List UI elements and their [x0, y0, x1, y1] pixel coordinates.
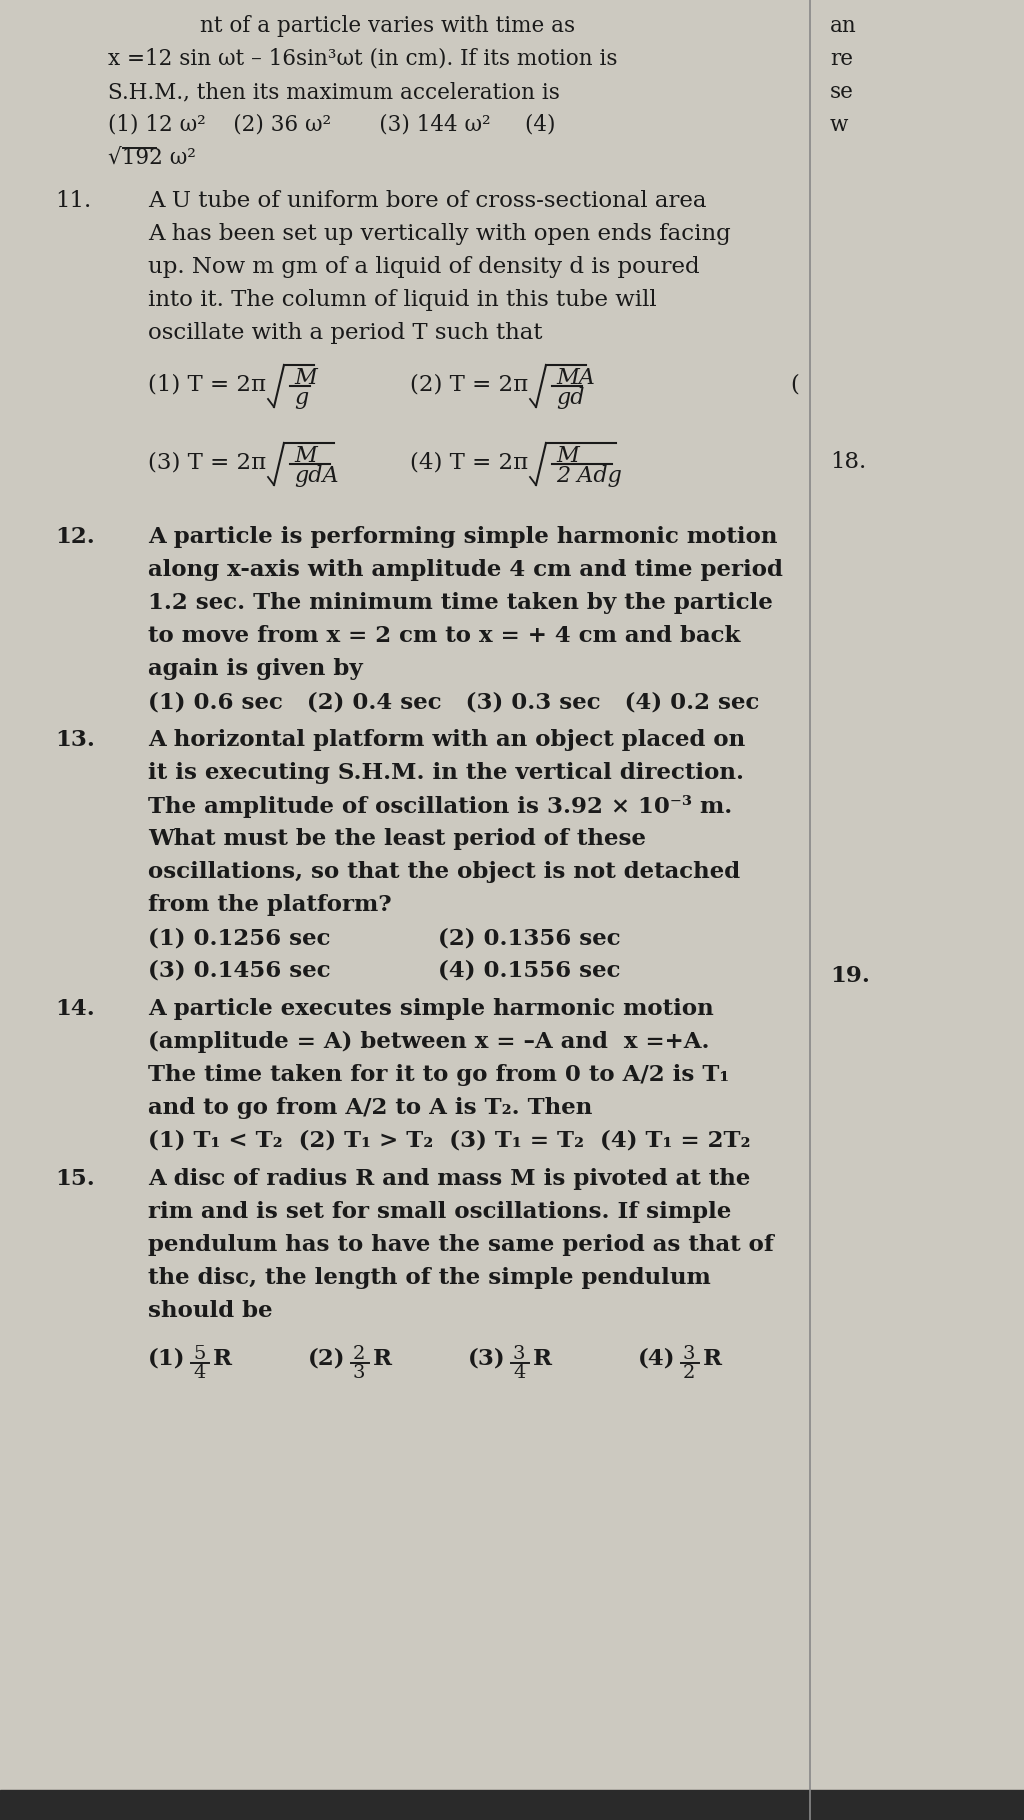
Text: S.H.M., then its maximum acceleration is: S.H.M., then its maximum acceleration is [108, 82, 560, 104]
Text: 12.: 12. [55, 526, 95, 548]
Text: 11.: 11. [55, 189, 91, 211]
Text: What must be the least period of these: What must be the least period of these [148, 828, 646, 850]
Text: se: se [830, 82, 854, 104]
Text: R: R [213, 1349, 232, 1370]
Text: A horizontal platform with an object placed on: A horizontal platform with an object pla… [148, 730, 745, 752]
Text: (2) 0.1356 sec: (2) 0.1356 sec [438, 926, 621, 948]
Text: (1) T = 2π: (1) T = 2π [148, 373, 266, 395]
Text: 1.2 sec. The minimum time taken by the particle: 1.2 sec. The minimum time taken by the p… [148, 592, 773, 613]
Text: into it. The column of liquid in this tube will: into it. The column of liquid in this tu… [148, 289, 656, 311]
Text: 3: 3 [683, 1345, 695, 1363]
Text: pendulum has to have the same period as that of: pendulum has to have the same period as … [148, 1234, 774, 1256]
Text: along x-axis with amplitude 4 cm and time period: along x-axis with amplitude 4 cm and tim… [148, 559, 783, 581]
Text: A disc of radius R and mass M is pivoted at the: A disc of radius R and mass M is pivoted… [148, 1168, 751, 1190]
Text: again is given by: again is given by [148, 659, 362, 681]
Text: A particle executes simple harmonic motion: A particle executes simple harmonic moti… [148, 997, 714, 1019]
Text: (amplitude = A) between x = –A and  x =+A.: (amplitude = A) between x = –A and x =+A… [148, 1030, 710, 1054]
Text: M: M [556, 446, 579, 468]
Text: A U tube of uniform bore of cross-sectional area: A U tube of uniform bore of cross-sectio… [148, 189, 707, 211]
Text: oscillations, so that the object is not detached: oscillations, so that the object is not … [148, 861, 740, 883]
Text: (2): (2) [308, 1349, 345, 1370]
Text: (1): (1) [148, 1349, 185, 1370]
Bar [0, 1791, 1024, 1820]
Text: 14.: 14. [55, 997, 95, 1019]
Text: (1) 12 ω²    (2) 36 ω²       (3) 144 ω²     (4): (1) 12 ω² (2) 36 ω² (3) 144 ω² (4) [108, 115, 555, 136]
Text: 4: 4 [513, 1363, 525, 1381]
Text: rim and is set for small oscillations. If simple: rim and is set for small oscillations. I… [148, 1201, 731, 1223]
Text: 2: 2 [353, 1345, 366, 1363]
Text: (1) 0.6 sec   (2) 0.4 sec   (3) 0.3 sec   (4) 0.2 sec: (1) 0.6 sec (2) 0.4 sec (3) 0.3 sec (4) … [148, 692, 760, 713]
Text: the disc, the length of the simple pendulum: the disc, the length of the simple pendu… [148, 1267, 711, 1289]
Text: 19.: 19. [830, 965, 869, 986]
Text: 18.: 18. [830, 451, 866, 473]
Text: 13.: 13. [55, 730, 95, 752]
Text: (1) 0.1256 sec: (1) 0.1256 sec [148, 926, 331, 948]
Text: g: g [294, 388, 308, 410]
Text: from the platform?: from the platform? [148, 894, 391, 915]
Text: R: R [703, 1349, 722, 1370]
Text: R: R [534, 1349, 552, 1370]
Text: 5: 5 [193, 1345, 206, 1363]
Text: should be: should be [148, 1299, 272, 1321]
Text: (3): (3) [468, 1349, 506, 1370]
Text: A has been set up vertically with open ends facing: A has been set up vertically with open e… [148, 224, 731, 246]
Text: R: R [373, 1349, 392, 1370]
Text: (2) T = 2π: (2) T = 2π [410, 373, 528, 395]
Text: 4: 4 [193, 1363, 206, 1381]
Text: 3: 3 [353, 1363, 366, 1381]
Text: (: ( [790, 373, 799, 395]
Text: 15.: 15. [55, 1168, 95, 1190]
Text: gd: gd [556, 388, 585, 410]
Text: 3: 3 [513, 1345, 525, 1363]
Text: x =12 sin ωt – 16sin³ωt (in cm). If its motion is: x =12 sin ωt – 16sin³ωt (in cm). If its … [108, 47, 617, 69]
Text: to move from x = 2 cm to x = + 4 cm and back: to move from x = 2 cm to x = + 4 cm and … [148, 624, 740, 646]
Text: √192 ω²: √192 ω² [108, 147, 196, 169]
Text: MA: MA [556, 368, 595, 389]
Text: (1) T₁ < T₂  (2) T₁ > T₂  (3) T₁ = T₂  (4) T₁ = 2T₂: (1) T₁ < T₂ (2) T₁ > T₂ (3) T₁ = T₂ (4) … [148, 1130, 751, 1152]
Text: gdA: gdA [294, 464, 339, 488]
Text: 2: 2 [683, 1363, 695, 1381]
Text: an: an [830, 15, 857, 36]
Text: up. Now m gm of a liquid of density d is poured: up. Now m gm of a liquid of density d is… [148, 257, 699, 278]
Text: nt of a particle varies with time as: nt of a particle varies with time as [200, 15, 575, 36]
Text: w: w [830, 115, 848, 136]
Text: The time taken for it to go from 0 to A/2 is T₁: The time taken for it to go from 0 to A/… [148, 1065, 729, 1087]
Text: (4): (4) [638, 1349, 676, 1370]
Text: M: M [294, 368, 316, 389]
Text: re: re [830, 47, 853, 69]
Text: it is executing S.H.M. in the vertical direction.: it is executing S.H.M. in the vertical d… [148, 763, 744, 784]
Text: A particle is performing simple harmonic motion: A particle is performing simple harmonic… [148, 526, 777, 548]
Text: (4) 0.1556 sec: (4) 0.1556 sec [438, 959, 621, 983]
Text: The amplitude of oscillation is 3.92 × 10⁻³ m.: The amplitude of oscillation is 3.92 × 1… [148, 795, 732, 817]
Text: (3) 0.1456 sec: (3) 0.1456 sec [148, 959, 331, 983]
Text: (3) T = 2π: (3) T = 2π [148, 451, 266, 473]
Text: 2 Adg: 2 Adg [556, 464, 622, 488]
Text: M: M [294, 446, 316, 468]
Text: oscillate with a period T such that: oscillate with a period T such that [148, 322, 543, 344]
Text: (4) T = 2π: (4) T = 2π [410, 451, 528, 473]
Text: and to go from A/2 to A is T₂. Then: and to go from A/2 to A is T₂. Then [148, 1097, 592, 1119]
